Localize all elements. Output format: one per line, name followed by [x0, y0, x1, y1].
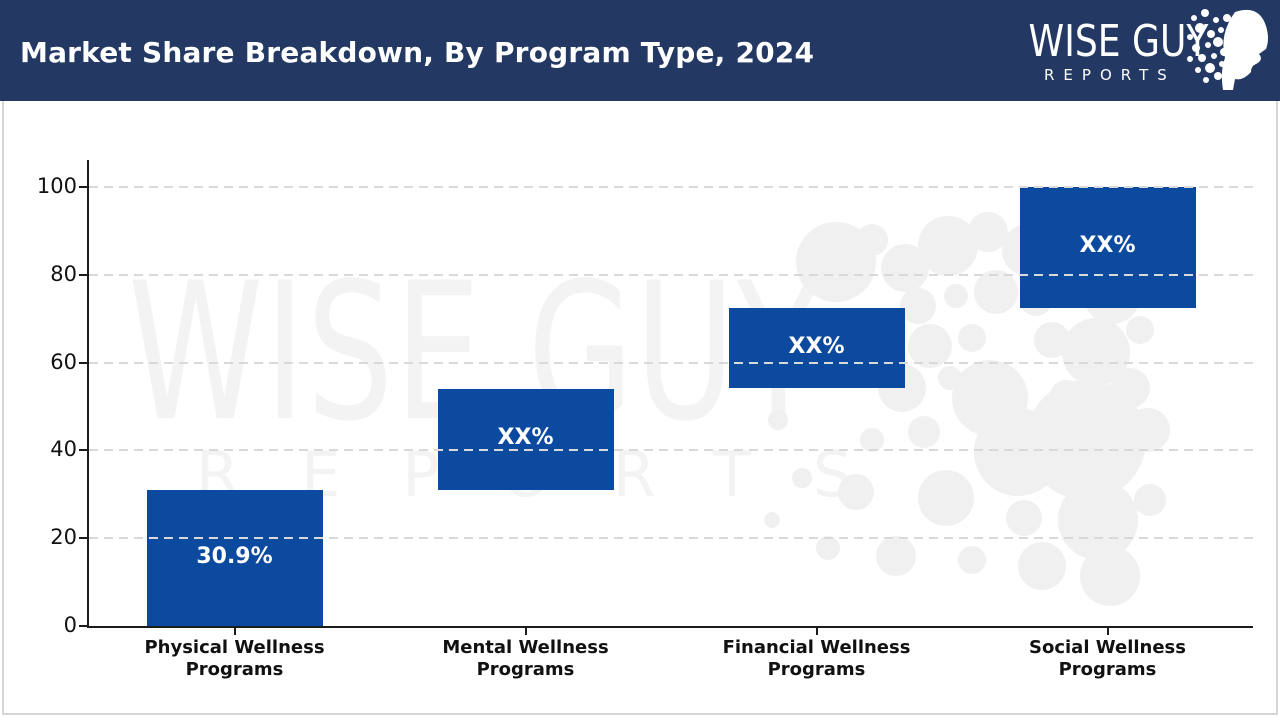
x-axis: [87, 626, 1253, 628]
watermark-dot: [768, 410, 788, 430]
logo-face-icon: [1187, 9, 1268, 90]
y-tick: [79, 361, 87, 364]
bar-value-label: XX%: [788, 334, 845, 360]
y-tick: [79, 625, 87, 627]
y-tick: [79, 186, 87, 188]
gridline: [89, 186, 1253, 188]
watermark-dot: [908, 416, 940, 448]
x-tick: [1106, 627, 1109, 635]
category-label: Physical Wellness Programs: [144, 637, 325, 680]
watermark-dot: [1018, 542, 1066, 590]
bar-value-label: XX%: [1079, 233, 1136, 259]
logo-subtext: REPORTS: [1044, 66, 1176, 84]
wise-guy-logo: WISE GUY REPORTS: [1029, 9, 1268, 90]
watermark-dot: [838, 474, 874, 510]
watermark-dot: [1126, 408, 1170, 452]
y-tick: [79, 537, 87, 540]
watermark-dot: [968, 212, 1008, 252]
header: Market Share Breakdown, By Program Type,…: [0, 0, 1280, 101]
x-tick: [815, 627, 818, 635]
watermark-dot: [876, 536, 916, 576]
gridline: [89, 273, 1253, 276]
y-axis: [87, 160, 89, 628]
bar-value-label: 30.9%: [196, 544, 273, 570]
y-tick-label: 100: [36, 174, 77, 198]
gridline: [89, 361, 1253, 364]
watermark-dot: [1134, 484, 1166, 516]
watermark-dot: [816, 536, 840, 560]
waterfall-bar: [728, 307, 905, 389]
y-tick-label: 0: [63, 613, 77, 637]
watermark-dot: [958, 546, 986, 574]
waterfall-bar: [437, 388, 614, 491]
category-label: Mental Wellness Programs: [442, 637, 609, 680]
bar-value-label: XX%: [497, 425, 554, 451]
y-tick-label: 80: [50, 261, 77, 286]
watermark-dot: [1026, 380, 1146, 500]
watermark-dot: [900, 288, 936, 324]
watermark-dot: [958, 324, 986, 352]
x-tick: [233, 627, 236, 635]
page-title: Market Share Breakdown, By Program Type,…: [20, 36, 815, 69]
watermark-dot: [792, 468, 812, 488]
gridline: [89, 537, 1253, 540]
watermark-dot: [918, 470, 974, 526]
y-tick: [79, 273, 87, 276]
watermark-dot: [1126, 316, 1154, 344]
watermark-dot: [1080, 546, 1140, 606]
waterfall-bar: [1019, 187, 1196, 308]
canvas-frame: [2, 101, 1278, 715]
watermark-dot: [944, 284, 968, 308]
logo-wordmark: WISE GUY: [1029, 17, 1209, 67]
watermark-dot: [764, 512, 780, 528]
category-label: Financial Wellness Programs: [722, 637, 911, 680]
watermark-dot: [856, 224, 888, 256]
watermark-dot: [908, 324, 952, 368]
watermark-dot: [1006, 500, 1042, 536]
x-tick: [524, 627, 527, 635]
watermark-dot: [1058, 480, 1138, 560]
category-label: Social Wellness Programs: [1029, 637, 1186, 680]
y-tick-label: 20: [50, 525, 77, 550]
watermark-dot: [974, 270, 1018, 314]
gridline: [89, 449, 1253, 452]
waterfall-bar: [146, 490, 323, 626]
y-tick-label: 60: [50, 349, 77, 374]
watermark-dot: [860, 428, 884, 452]
y-tick-label: 40: [50, 437, 77, 462]
y-tick: [79, 449, 87, 452]
